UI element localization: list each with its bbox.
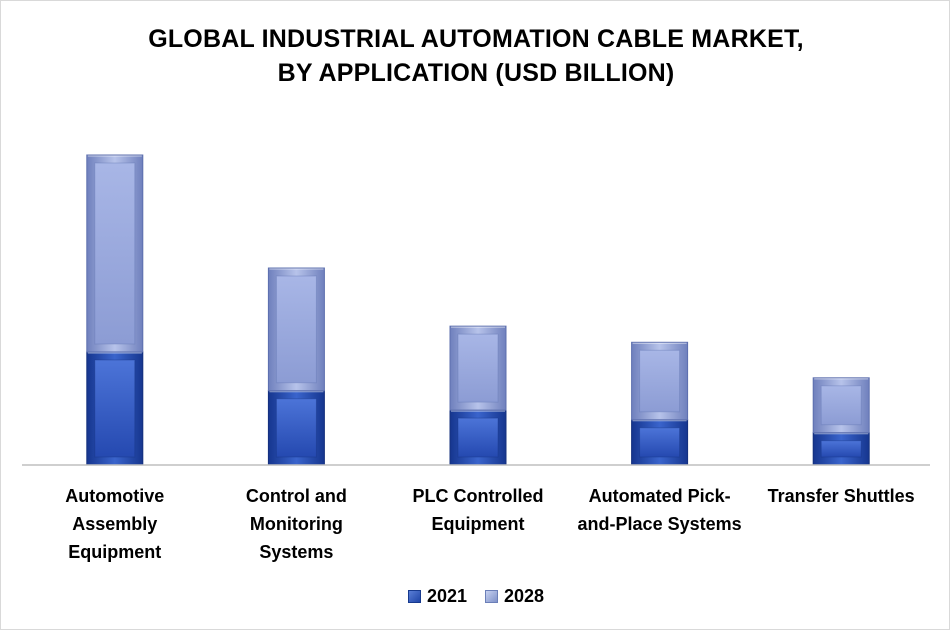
legend-item-2028: 2028 <box>485 586 544 607</box>
bar-2021-4 <box>631 419 689 466</box>
chart-title-line-2: BY APPLICATION (USD BILLION) <box>277 59 675 87</box>
bar-2021-3 <box>449 409 507 466</box>
legend-swatch-2021 <box>407 590 421 603</box>
bar-2021-1 <box>86 351 144 466</box>
category-label-line: Equipment <box>68 542 162 562</box>
bar-2028-3 <box>449 325 507 411</box>
chart-title: GLOBAL INDUSTRIAL AUTOMATION CABLE MARKE… <box>0 22 952 90</box>
category-label-line: Transfer Shuttles <box>767 486 915 506</box>
chart-legend: 2021 2028 <box>0 586 952 607</box>
category-label-line: Automotive <box>65 486 165 506</box>
legend-item-2021: 2021 <box>407 586 467 607</box>
category-label-4: Automated Pick-and-Place Systems <box>565 482 755 538</box>
category-label-line: Control and <box>245 486 347 506</box>
bar-2028-2 <box>267 267 325 392</box>
category-label-1: Automotive Assembly Equipment <box>20 482 210 566</box>
legend-label-2028: 2028 <box>504 586 545 606</box>
bar-2028-4 <box>631 341 689 421</box>
category-label-line: Assembly <box>72 514 158 534</box>
bar-2021-2 <box>267 390 325 466</box>
category-label-line: Systems <box>259 542 334 562</box>
category-label-line: PLC Controlled <box>412 486 544 506</box>
category-label-line: Monitoring <box>249 514 343 534</box>
category-label-line: and-Place Systems <box>577 514 742 534</box>
legend-label-2021: 2021 <box>426 586 467 606</box>
bar-2021-5 <box>812 432 870 466</box>
bar-2028-5 <box>812 377 870 434</box>
legend-swatch-2028 <box>485 590 498 603</box>
category-label-5: Transfer Shuttles <box>746 482 936 510</box>
category-label-line: Automated Pick- <box>588 486 731 506</box>
category-label-3: PLC Controlled Equipment <box>383 482 573 538</box>
chart-title-line-1: GLOBAL INDUSTRIAL AUTOMATION CABLE MARKE… <box>148 25 804 53</box>
category-label-line: Equipment <box>431 514 525 534</box>
category-label-2: Control and Monitoring Systems <box>201 482 391 566</box>
bar-2028-1 <box>86 154 144 353</box>
